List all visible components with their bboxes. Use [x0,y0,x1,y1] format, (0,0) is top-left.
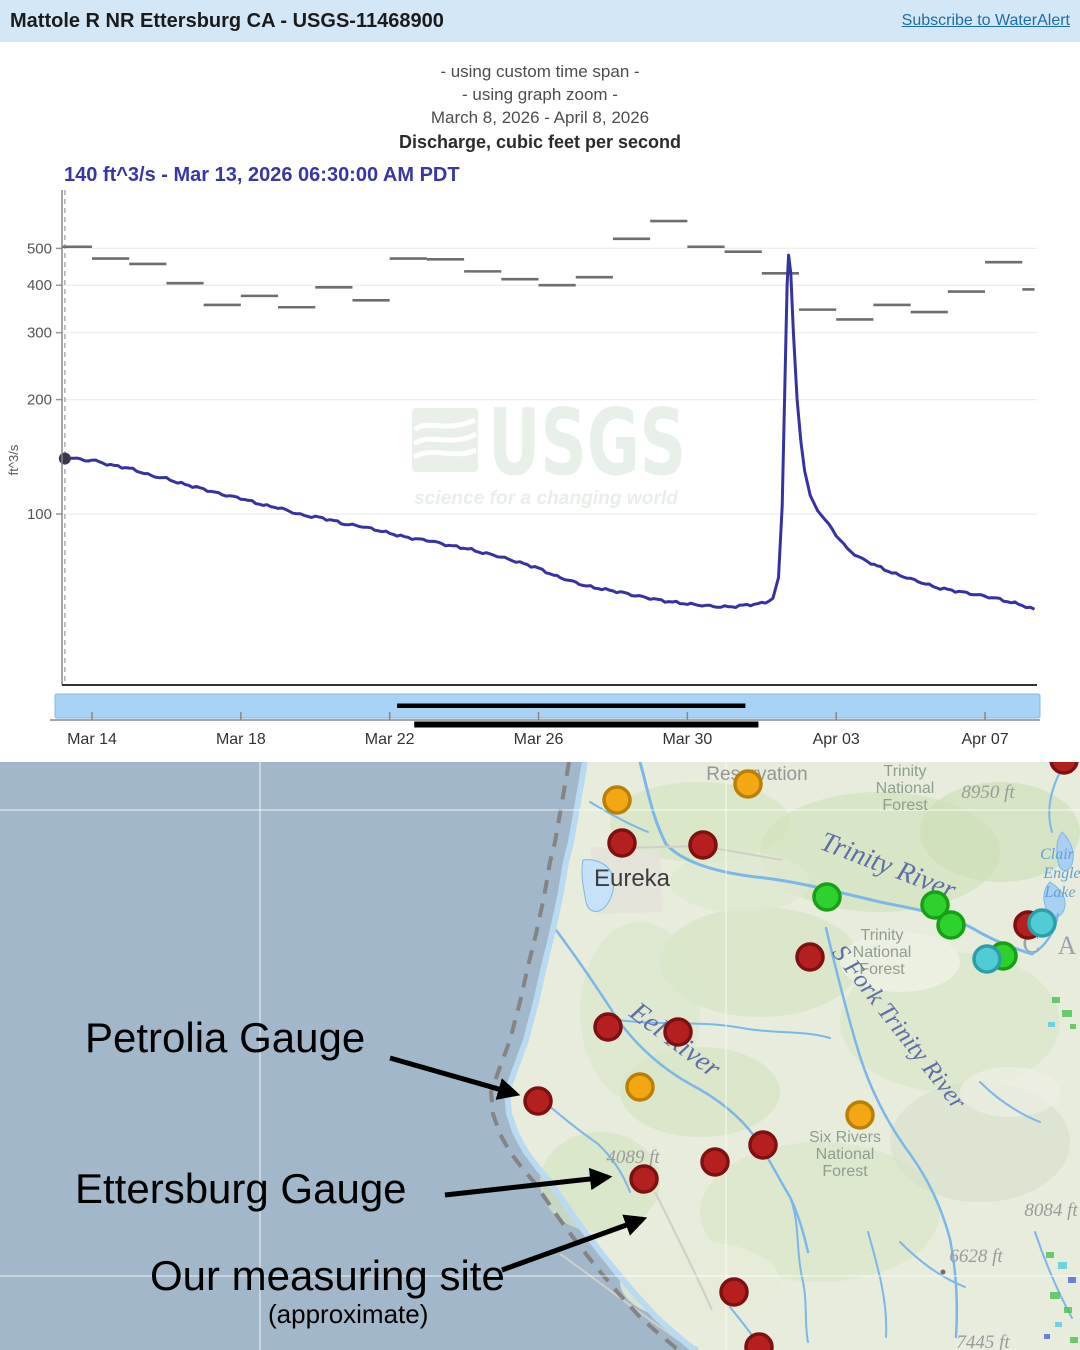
petrolia-gauge-marker[interactable] [523,1086,553,1116]
annotation-petrolia-gauge: Petrolia Gauge [85,1014,365,1061]
terrain [540,782,1080,1322]
map-label: Trinity [861,927,904,944]
x-tick-label: Mar 26 [514,731,564,748]
usgs-tagline: science for a changing world [414,488,678,509]
humboldt-bay [581,859,615,912]
chart-cursor-readout: 140 ft^3/s - Mar 13, 2026 06:30:00 AM PD… [64,164,460,186]
map-label: 8084 ft [1024,1200,1078,1221]
map-marker-red[interactable] [700,1147,730,1177]
map-label: Forest [822,1163,868,1180]
map-marker-red[interactable] [748,1130,778,1160]
y-tick-label: 300 [27,325,52,342]
usgs-watermark-text: USGS [488,389,686,496]
map-label: Engle [1042,865,1080,882]
map-label: Forest [882,797,928,814]
graticule [0,762,1080,1350]
zoom-range-bar[interactable] [397,703,746,709]
map-label: Trinity [884,763,927,780]
maritime-boundary [488,762,683,1350]
zoom-range-bar-2[interactable] [414,721,759,728]
map-marker-cyan[interactable] [972,944,1002,974]
chart-subtitle-graph-zoom: - using graph zoom - [462,85,618,104]
gridlines: 100 200 300 400 500 [27,240,1037,523]
y-tick-label: 200 [27,392,52,409]
map-marker-red[interactable] [593,1012,623,1042]
annotations: Petrolia Gauge Ettersburg Gauge Our measur… [75,1014,505,1329]
map-marker-green[interactable] [920,890,950,920]
map-marker-orange[interactable] [625,1072,655,1102]
chart-date-range: March 8, 2026 - April 8, 2026 [430,108,650,127]
rivers [537,762,1073,1348]
coastline [503,762,699,1350]
map-marker-orange[interactable] [845,1100,875,1130]
map-marker-orange[interactable] [733,769,763,799]
station-title: Mattole R NR Ettersburg CA - USGS-114689… [10,9,444,32]
subscribe-wateralert-link[interactable]: Subscribe to WaterAlert [901,12,1070,29]
weather-radar-overlay [1044,997,1078,1343]
map-label: Forest [859,961,905,978]
map-label: 8950 ft [961,782,1015,803]
discharge-series[interactable] [64,253,1036,611]
map-label: 4089 ft [606,1147,660,1168]
x-tick-label: Apr 07 [961,731,1008,748]
x-tick-label: Mar 30 [662,731,712,748]
annotation-approximate: (approximate) [268,1299,428,1329]
annotation-arrow [444,1167,613,1198]
chart-title: Discharge, cubic feet per second [398,132,682,152]
map-label: Six Rivers [809,1129,881,1146]
map-label: National [816,1146,875,1163]
map-marker-red[interactable] [688,830,718,860]
x-tick-label: Mar 18 [216,731,266,748]
annotation-our-measuring-site: Our measuring site [150,1252,505,1299]
map-label: 6628 ft [949,1246,1003,1267]
map-label: National [853,944,912,961]
chart-subtitle-custom-span: - using custom time span - [440,62,640,81]
lake [1043,831,1074,917]
cursor-point [58,452,71,465]
daily-median-series [62,219,1035,321]
map-marker-red[interactable] [607,828,637,858]
y-tick-label: 500 [27,240,52,257]
y-tick-label: 100 [27,506,52,523]
titlebar: Mattole R NR Ettersburg CA - USGS-114689… [0,0,1080,42]
discharge-chart-panel: - using custom time span - - using graph… [0,42,1080,762]
map-marker-cyan[interactable] [1027,908,1057,938]
ettersburg-gauge-marker[interactable] [629,1164,659,1194]
y-tick-label: 400 [27,277,52,294]
x-tick-label: Mar 14 [67,731,117,748]
x-tick-label: Mar 22 [365,731,415,748]
map-marker-red[interactable] [744,1332,774,1350]
map-label: A [1058,931,1079,960]
map-marker-red[interactable] [795,942,825,972]
map-marker-green[interactable] [812,882,842,912]
gauge-map[interactable]: ReservationTrinityNationalForest8950 ftC… [0,762,1080,1350]
map-label: Lake [1043,884,1075,901]
elevation-point [940,1269,946,1275]
map-marker-green[interactable] [936,910,966,940]
annotation-arrow [501,1214,648,1273]
map-panel: ReservationTrinityNationalForest8950 ftC… [0,762,1080,1350]
map-label: National [876,780,935,797]
map-label: 7445 ft [956,1332,1010,1350]
map-label: Clair [1040,846,1075,863]
annotation-arrows [389,1055,648,1273]
annotation-arrow [389,1055,521,1100]
map-marker-red[interactable] [1049,762,1079,775]
map-label: Eureka [594,865,671,892]
annotation-ettersburg-gauge: Ettersburg Gauge [75,1165,407,1212]
x-tick-label: Apr 03 [813,731,860,748]
gauge-markers [523,762,1079,1350]
map-marker-orange[interactable] [602,785,632,815]
map-marker-red[interactable] [663,1017,693,1047]
map-marker-red[interactable] [719,1277,749,1307]
